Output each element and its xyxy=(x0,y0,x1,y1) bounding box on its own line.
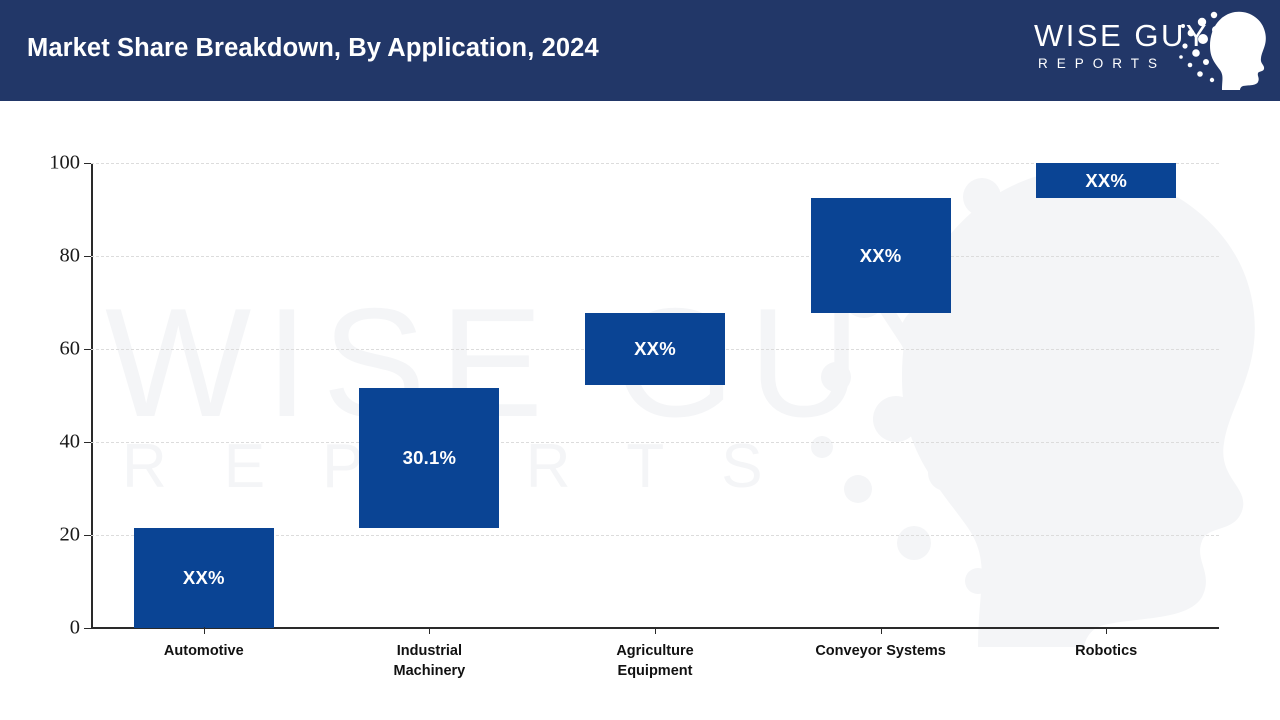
x-axis-tick xyxy=(655,627,656,634)
gridline xyxy=(91,442,1219,443)
gridline xyxy=(91,535,1219,536)
x-axis-tick xyxy=(1106,627,1108,634)
wise-guy-head-logo-icon xyxy=(1179,11,1266,90)
bar-value-label: 30.1% xyxy=(402,447,457,469)
plot-area: 0 20 40 60 80 100 XX% Automotive 30.1% Industrial… xyxy=(49,152,1219,679)
bar-value-label: XX% xyxy=(859,244,902,266)
y-axis-line xyxy=(91,163,93,628)
bar[interactable]: XX% xyxy=(1036,163,1177,199)
x-axis-tick-label: Industrial Machinery xyxy=(393,643,466,679)
y-axis-tick-label: 100 xyxy=(49,151,80,174)
x-axis-tick xyxy=(880,627,882,634)
x-axis-tick-label: Robotics xyxy=(1075,643,1138,659)
y-axis-tick xyxy=(84,628,91,629)
chart-container: WISE GUY REPORTS 020406080100XX%Automoti… xyxy=(0,101,1280,720)
bar[interactable]: XX% xyxy=(810,197,951,314)
bar[interactable]: 30.1% xyxy=(359,388,500,528)
bar-value-label: XX% xyxy=(1085,169,1128,191)
gridline xyxy=(91,256,1219,257)
logo-sub-text: REPORTS xyxy=(1038,56,1167,71)
y-axis-tick xyxy=(84,256,91,257)
gridline xyxy=(91,163,1219,164)
bar-value-label: XX% xyxy=(182,567,225,588)
y-axis-tick xyxy=(84,442,91,443)
bar-value-label: XX% xyxy=(634,338,676,360)
y-axis-tick-label: 80 xyxy=(59,244,81,267)
logo-main-text: WISE GUY xyxy=(1034,18,1210,53)
x-axis-tick xyxy=(203,627,205,634)
x-axis-tick-label: Agriculture Equipment xyxy=(616,643,694,679)
x-axis-tick-label: Conveyor Systems xyxy=(815,643,946,659)
bar[interactable]: XX% xyxy=(133,528,274,628)
y-axis-tick xyxy=(84,535,91,536)
y-axis-tick xyxy=(84,163,91,164)
y-axis-tick-label: 40 xyxy=(59,430,81,453)
y-axis-tick-label: 0 xyxy=(69,616,80,639)
y-axis-tick xyxy=(84,349,91,350)
y-axis-tick-label: 60 xyxy=(59,337,81,360)
x-axis-tick xyxy=(429,627,431,634)
page-header: Market Share Breakdown, By Application, … xyxy=(0,0,1280,101)
y-axis-tick-label: 20 xyxy=(59,523,81,546)
page-title: Market Share Breakdown, By Application, … xyxy=(27,34,599,62)
bar[interactable]: XX% xyxy=(585,313,725,386)
brand-logo: WISE GUY REPORTS xyxy=(1022,6,1272,94)
x-axis-tick-label: Automotive xyxy=(163,643,244,659)
